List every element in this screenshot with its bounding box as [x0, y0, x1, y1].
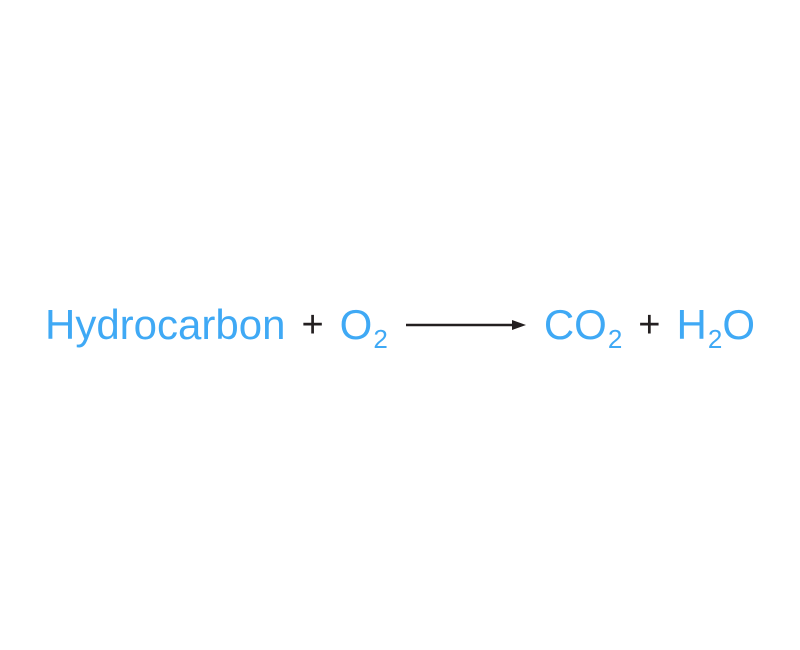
- product-water: H2O: [677, 304, 756, 346]
- species-label: Hydrocarbon: [45, 304, 285, 346]
- species-label: H: [677, 304, 707, 346]
- species-label: CO: [544, 304, 607, 346]
- product-carbon-dioxide: CO2: [544, 304, 622, 346]
- species-subscript: 2: [608, 326, 622, 352]
- plus-operator: +: [636, 306, 662, 344]
- plus-operator: +: [299, 306, 325, 344]
- reactant-hydrocarbon: Hydrocarbon: [45, 304, 285, 346]
- reaction-arrow: [402, 315, 530, 335]
- species-subscript: 2: [373, 326, 387, 352]
- combustion-equation: Hydrocarbon + O2 CO2 + H2O: [45, 304, 755, 346]
- species-label: O: [340, 304, 373, 346]
- equation-canvas: Hydrocarbon + O2 CO2 + H2O: [0, 0, 800, 650]
- arrow-icon: [406, 315, 526, 335]
- species-label-tail: O: [722, 304, 755, 346]
- reactant-oxygen: O2: [340, 304, 388, 346]
- species-subscript: 2: [708, 326, 722, 352]
